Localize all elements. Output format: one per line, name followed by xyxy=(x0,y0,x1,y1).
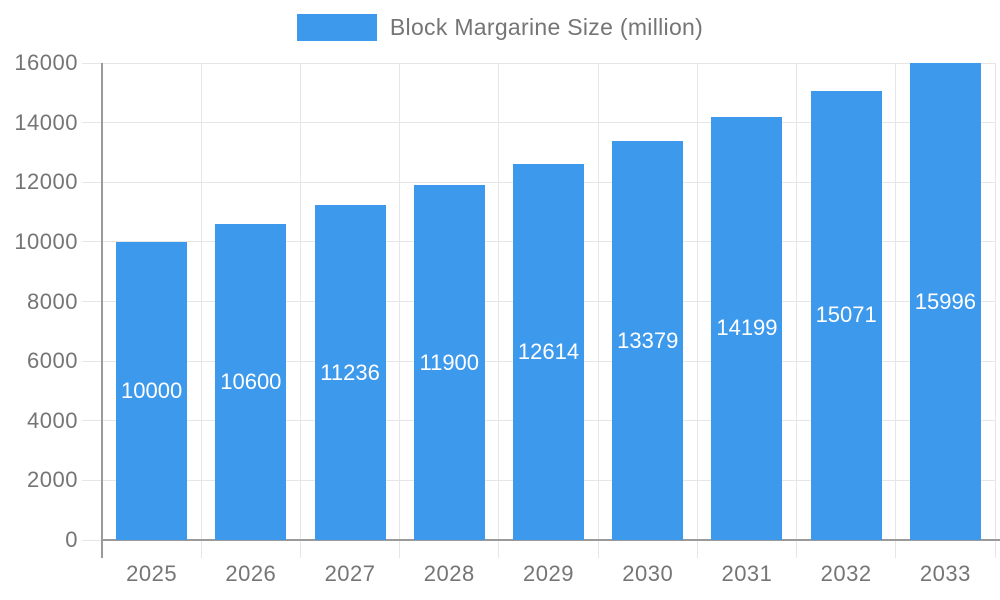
x-gridline xyxy=(597,63,599,558)
bar[interactable] xyxy=(513,163,584,540)
y-tick-label: 8000 xyxy=(27,288,78,314)
x-gridline xyxy=(696,63,698,558)
bar-value-label: 12614 xyxy=(517,338,580,364)
bar[interactable] xyxy=(413,185,485,540)
x-axis-line xyxy=(102,539,1000,541)
y-gridline xyxy=(82,122,995,124)
x-gridline xyxy=(299,63,301,558)
y-tick-label: 4000 xyxy=(27,407,78,433)
y-tick-label: 0 xyxy=(65,527,78,552)
x-tick-label: 2033 xyxy=(919,561,971,586)
x-tick-label: 2025 xyxy=(126,561,178,586)
y-tick-label: 16000 xyxy=(14,50,78,75)
y-axis-line xyxy=(101,63,103,558)
y-tick-label: 12000 xyxy=(14,169,78,195)
bar-value-label: 14199 xyxy=(716,315,778,341)
x-gridline xyxy=(200,63,202,558)
x-tick-label: 2030 xyxy=(622,561,674,586)
bar[interactable] xyxy=(314,205,386,540)
y-tick-label: 14000 xyxy=(14,109,78,135)
bar[interactable] xyxy=(612,141,684,540)
x-tick-label: 2029 xyxy=(523,561,574,586)
bar[interactable] xyxy=(909,63,981,540)
legend[interactable]: Block Margarine Size (million) xyxy=(0,14,1000,41)
x-gridline xyxy=(895,63,897,558)
x-gridline xyxy=(498,63,500,558)
bar-value-label: 15071 xyxy=(815,302,877,328)
x-tick-label: 2032 xyxy=(820,561,872,586)
bar-value-label: 15996 xyxy=(914,288,976,314)
bar-value-label: 11236 xyxy=(320,359,380,385)
x-tick-label: 2027 xyxy=(324,561,376,586)
bar[interactable] xyxy=(810,90,882,540)
x-gridline xyxy=(399,63,401,558)
x-tick-label: 2028 xyxy=(423,561,475,586)
bar[interactable] xyxy=(116,241,188,540)
bar[interactable] xyxy=(215,223,287,540)
x-gridline xyxy=(994,63,996,558)
y-tick-label: 2000 xyxy=(27,467,78,493)
bar-value-label: 10600 xyxy=(220,368,282,394)
bar[interactable] xyxy=(711,116,783,540)
x-gridline xyxy=(796,63,798,558)
legend-swatch xyxy=(296,14,377,41)
x-tick-label: 2026 xyxy=(225,561,277,586)
bar-value-label: 10000 xyxy=(121,377,183,403)
bar-value-label: 11900 xyxy=(419,349,480,375)
legend-label: Block Margarine Size (million) xyxy=(389,14,704,40)
y-tick-label: 6000 xyxy=(27,348,78,374)
bar-value-label: 13379 xyxy=(617,327,679,353)
y-tick-label: 10000 xyxy=(14,228,78,254)
x-tick-label: 2031 xyxy=(721,561,773,586)
y-gridline xyxy=(82,62,995,64)
